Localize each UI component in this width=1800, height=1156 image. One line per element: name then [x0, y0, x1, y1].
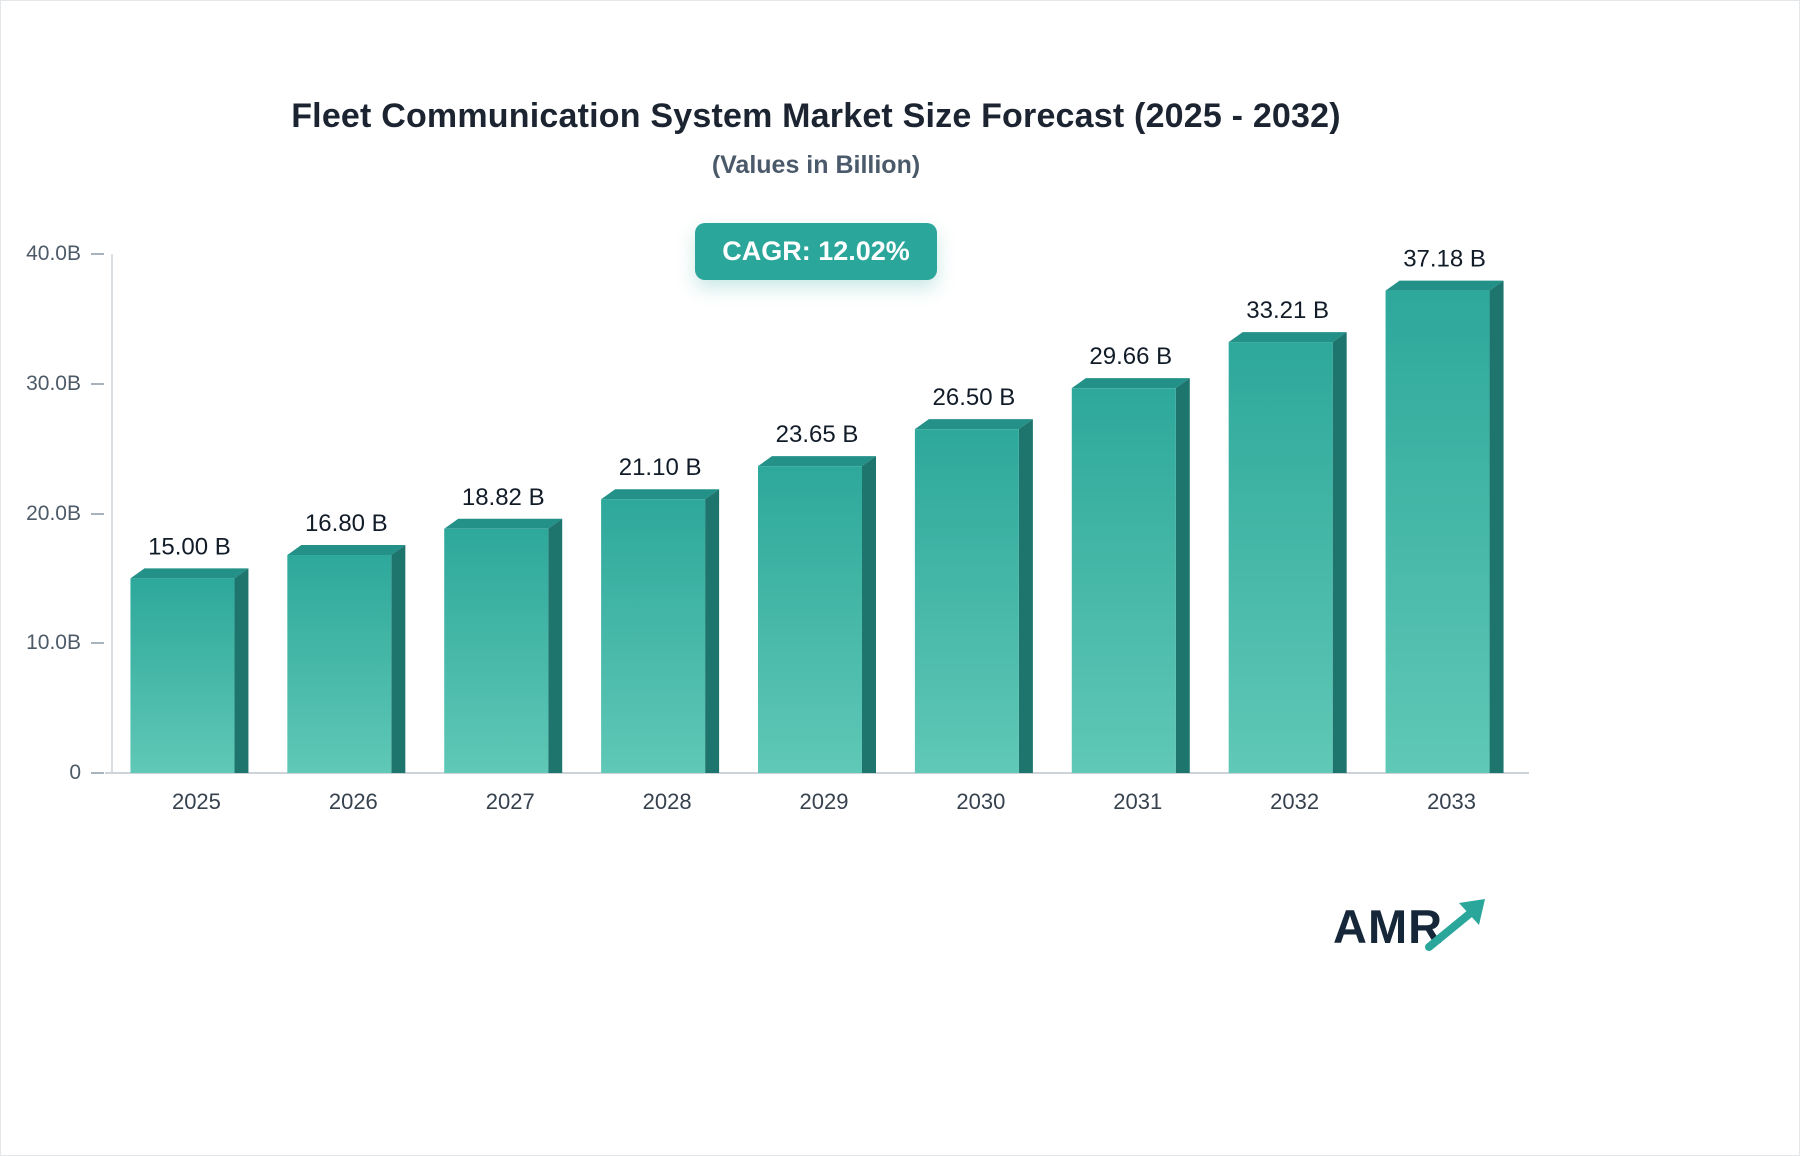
- bar-side-face: [705, 489, 720, 773]
- bar-front-face: [601, 499, 706, 773]
- bar-front-face: [758, 466, 862, 773]
- x-tick-label-2033: 2033: [1427, 789, 1477, 814]
- bar-top-face: [601, 489, 720, 500]
- y-tick-dash: [91, 253, 104, 255]
- bar-front-face: [1385, 290, 1490, 773]
- x-tick-label-2026: 2026: [328, 789, 378, 814]
- bar-value-label: 21.10 B: [619, 454, 702, 481]
- bar-value-label: 33.21 B: [1246, 297, 1329, 324]
- bar-side-face: [548, 518, 563, 773]
- bar-group-2030: 26.50 B: [914, 384, 1033, 773]
- y-tick-label: 20.0B: [26, 501, 81, 525]
- bar-group-2028: 21.10 B: [601, 454, 720, 773]
- bar-side-face: [1018, 419, 1033, 773]
- x-tick-label-2027: 2027: [485, 789, 535, 814]
- bar-side-face: [1332, 332, 1347, 773]
- y-tick-label: 10.0B: [26, 631, 81, 655]
- y-tick-label: 30.0B: [26, 371, 81, 395]
- bar-value-label: 16.80 B: [305, 510, 388, 537]
- bar-front-face: [1071, 388, 1176, 773]
- bar-front-face: [287, 555, 392, 773]
- bar-group-2026: 16.80 B: [287, 510, 406, 773]
- x-tick-label-2030: 2030: [956, 789, 1006, 814]
- x-axis-line: [105, 772, 1529, 774]
- bar-front-face: [914, 429, 1019, 773]
- y-tick-dash: [91, 642, 104, 645]
- y-tick-dash: [91, 772, 104, 774]
- bar-front-face: [1228, 342, 1333, 773]
- y-tick-label: 0: [69, 761, 81, 784]
- bar-top-face: [287, 545, 406, 556]
- bar-group-2032: 33.21 B: [1228, 297, 1347, 773]
- bar-side-face: [862, 456, 876, 773]
- bar-value-label: 15.00 B: [148, 533, 231, 560]
- y-tick-dash: [91, 512, 104, 515]
- amr-logo: AMR: [1333, 899, 1493, 961]
- chart-title: Fleet Communication System Market Size F…: [291, 97, 1341, 135]
- bar-group-2031: 29.66 B: [1071, 343, 1190, 773]
- y-tick-dash: [91, 382, 104, 385]
- bar-top-face: [130, 568, 249, 579]
- bar-top-face: [1228, 332, 1347, 343]
- bar-top-face: [444, 518, 563, 529]
- x-tick-label-2032: 2032: [1270, 789, 1320, 814]
- bar-side-face: [234, 568, 249, 773]
- bars-canvas: 15.00 B 16.80 B 18.82 B 21.10 B 23.65 B 26.50…: [130, 246, 1504, 773]
- bar-value-label: 37.18 B: [1403, 246, 1486, 273]
- y-tick-label: 40.0B: [26, 242, 81, 265]
- bar-group-2029: 23.65 B: [758, 421, 876, 773]
- bar-side-face: [391, 545, 406, 773]
- bar-top-face: [914, 419, 1033, 430]
- bar-value-label: 23.65 B: [776, 421, 859, 448]
- chart-subtitle: (Values in Billion): [711, 151, 921, 179]
- bar-value-label: 18.82 B: [462, 484, 545, 511]
- bar-group-2027: 18.82 B: [444, 484, 563, 773]
- bar-value-label: 26.50 B: [933, 384, 1016, 411]
- bar-side-face: [1489, 280, 1504, 773]
- cagr-badge: CAGR: 12.02%: [695, 223, 937, 280]
- plot-area: 15.00 B 16.80 B 18.82 B 21.10 B 23.65 B 26.50…: [111, 246, 1523, 773]
- x-tick-label-2025: 2025: [171, 789, 221, 814]
- amr-logo-text: AMR: [1333, 900, 1444, 953]
- x-tick-label-2029: 2029: [799, 789, 849, 814]
- bar-group-2025: 15.00 B: [130, 533, 249, 773]
- bar-side-face: [1175, 378, 1190, 773]
- bar-top-face: [758, 456, 876, 467]
- bar-front-face: [444, 528, 549, 773]
- cagr-badge-wrap: CAGR: 12.02%: [1, 223, 1631, 280]
- bar-front-face: [130, 578, 235, 773]
- bar-top-face: [1071, 378, 1190, 389]
- bar-group-2033: 37.18 B: [1385, 246, 1504, 773]
- bar-top-face: [1385, 280, 1504, 291]
- x-tick-label-2031: 2031: [1113, 789, 1163, 814]
- y-axis-line: [111, 254, 113, 773]
- amr-logo-arrow-icon: [1425, 899, 1485, 951]
- x-tick-label-2028: 2028: [642, 789, 692, 814]
- bar-value-label: 29.66 B: [1089, 343, 1172, 370]
